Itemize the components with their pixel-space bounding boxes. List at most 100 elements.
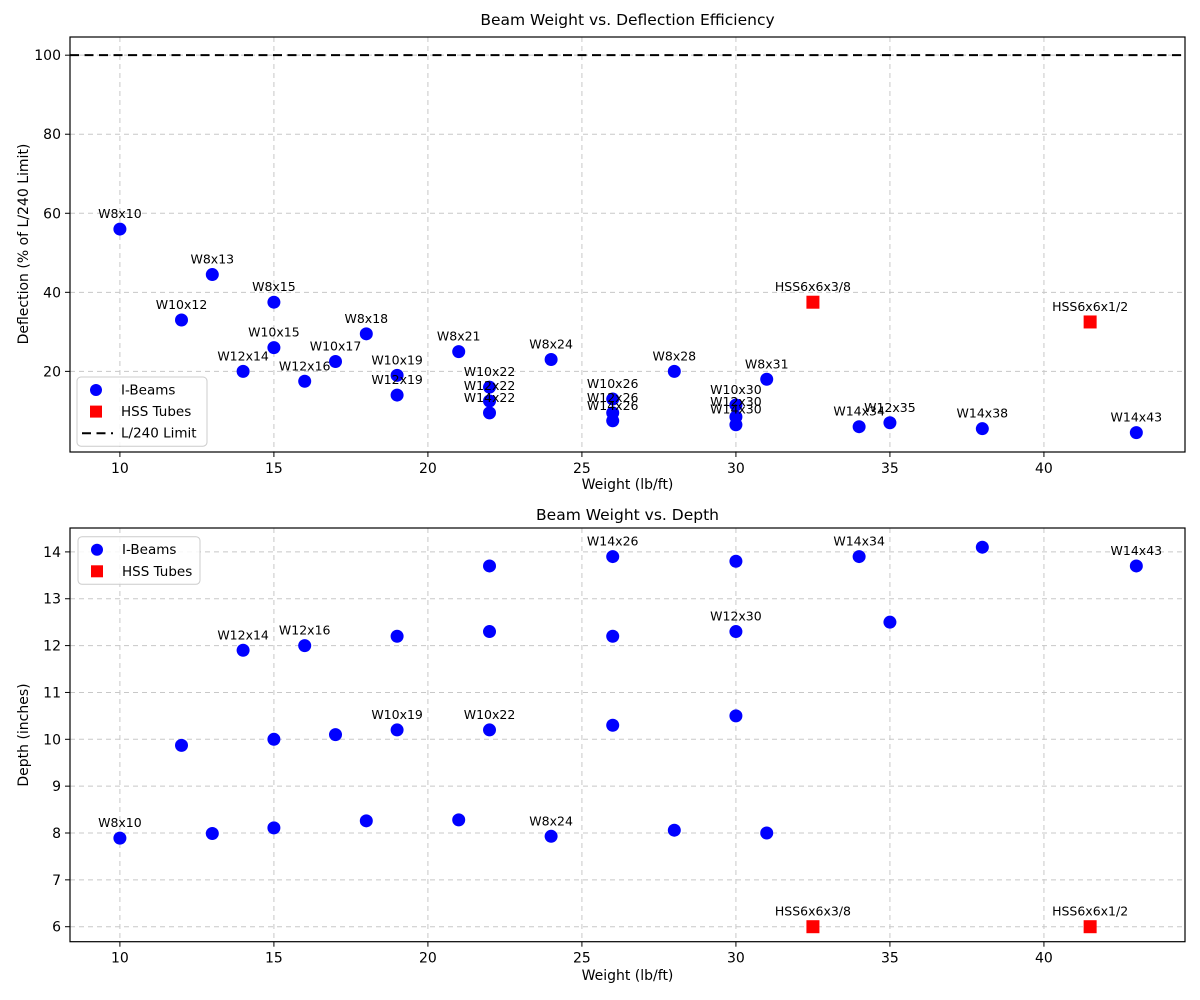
data-point-ibeam [760,826,774,840]
point-label: W12x14 [217,348,269,363]
data-point-ibeam [483,625,497,639]
legend-label: HSS Tubes [121,404,191,420]
legend-marker-circle [90,384,102,396]
data-point-ibeam [667,823,681,837]
data-point-ibeam [483,406,497,420]
data-point-ibeam [483,559,497,573]
data-point-ibeam [729,418,743,432]
point-label: HSS6x6x3/8 [775,279,851,294]
data-point-ibeam [205,826,219,840]
point-label: W10x22 [464,364,516,379]
legend-marker-square [90,405,102,418]
point-label: W10x22 [464,707,516,722]
data-point-ibeam [175,313,188,327]
data-point-hss [1083,920,1097,934]
data-point-ibeam [452,345,466,359]
point-label: W8x18 [344,311,388,326]
y-tick-label: 9 [52,779,61,795]
depth-chart-svg: W8x10 W12x14 W12x16 W10x19 W10x22 W8x24 W14x26… [43,527,1186,967]
data-point-ibeam [1129,559,1143,573]
point-label: W10x15 [248,325,300,340]
data-point-ibeam [113,831,127,845]
data-point-ibeam [544,353,558,367]
data-point-ibeam [883,416,897,430]
data-point-ibeam [329,354,343,368]
point-label: W12x14 [217,627,269,642]
data-point-ibeam [483,723,497,737]
data-point-ibeam [975,540,989,554]
point-label: W14x34 [833,404,885,419]
data-point-hss [1083,315,1097,329]
legend [77,536,201,585]
x-tick-label: 25 [573,461,591,477]
point-label: W12x26 [587,390,639,405]
y-tick-label: 14 [43,545,61,561]
x-tick-label: 20 [419,461,437,477]
data-point-ibeam [329,728,343,742]
legend-marker-square [91,565,103,578]
point-label: HSS6x6x1/2 [1052,904,1128,919]
x-tick-label: 20 [419,951,437,967]
data-point-ibeam [236,364,250,378]
data-point-ibeam [606,550,620,564]
deflection-chart-svg: W8x10 W10x12 W8x13 W12x14 W8x15 W10x15 W12x16 W… [34,36,1186,477]
point-label: W8x24 [529,337,573,352]
x-tick-label: 10 [111,951,129,967]
point-label: W14x26 [587,398,639,413]
legend-label: L/240 Limit [121,426,197,442]
data-point-hss [806,295,820,309]
point-label: W8x10 [98,206,142,221]
x-tick-label: 10 [111,461,129,477]
point-label: W8x10 [98,815,142,830]
data-point-ibeam [729,398,743,412]
point-label: W8x15 [252,279,296,294]
point-label: HSS6x6x1/2 [1052,299,1128,314]
point-label: W10x30 [710,382,762,397]
data-point-ibeam [267,821,281,835]
y-tick-label: 13 [43,592,61,608]
point-label: W10x19 [371,707,423,722]
y-tick-label: 8 [52,826,61,842]
point-label: W14x38 [957,406,1009,421]
data-point-ibeam [175,738,188,752]
point-label: W8x28 [653,348,697,363]
data-point-ibeam [883,615,897,629]
chart-deflection: Beam Weight vs. Deflection Efficiency De… [16,11,1186,493]
y-tick-label: 12 [43,639,61,655]
x-tick-label: 15 [265,461,283,477]
data-point-ibeam [298,639,312,653]
data-point-ibeam [452,813,466,827]
point-label: W10x19 [371,352,423,367]
legend-marker-circle [91,543,103,556]
data-point-ibeam [606,392,620,406]
data-point-ibeam [390,388,404,402]
data-point-ibeam [1129,426,1143,440]
y-tick-label: 40 [43,285,61,301]
data-point-ibeam [483,380,497,394]
point-label: W14x43 [1111,410,1163,425]
x-tick-label: 40 [1035,951,1053,967]
point-label: W14x34 [833,534,885,549]
x-tick-label: 30 [727,951,745,967]
point-label: W14x26 [587,534,639,549]
depth-chart-xlabel: Weight (lb/ft) [581,968,674,984]
data-point-ibeam [852,550,866,564]
data-point-ibeam [267,341,281,355]
data-point-ibeam [483,394,497,408]
point-label: W10x17 [310,338,362,353]
data-point-hss [806,920,820,934]
point-label: W14x43 [1111,543,1163,558]
data-point-ibeam [606,414,620,428]
data-point-ibeam [729,709,743,723]
data-point-ibeam [544,829,558,843]
y-tick-label: 60 [43,206,61,222]
y-tick-label: 80 [43,127,61,143]
data-point-ibeam [236,643,250,657]
data-point-ibeam [760,372,774,386]
y-tick-label: 11 [43,685,61,701]
data-point-ibeam [267,732,281,746]
x-tick-label: 15 [265,951,283,967]
data-point-ibeam [852,420,866,434]
data-point-ibeam [359,327,373,341]
